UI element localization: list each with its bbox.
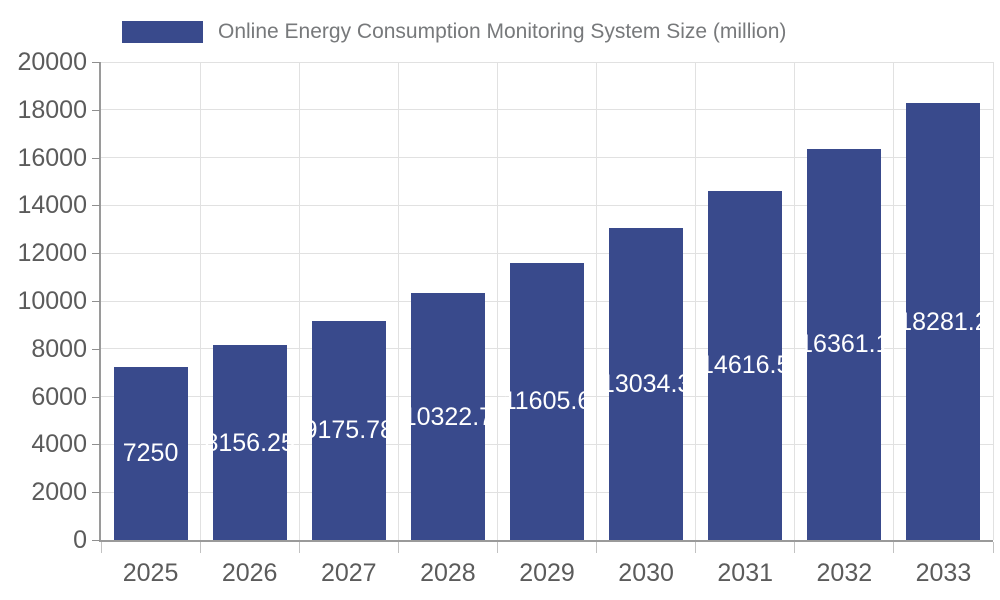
gridline-vertical	[893, 62, 895, 540]
gridline-vertical	[496, 62, 498, 540]
x-axis-tick-label: 2025	[122, 559, 179, 587]
y-axis-tick	[92, 348, 100, 350]
bar-value-label: 13034.3	[600, 370, 692, 399]
x-axis-tick	[298, 542, 300, 553]
y-axis-tick	[92, 109, 100, 111]
x-axis-tick	[199, 542, 201, 553]
bar[interactable]	[212, 345, 287, 540]
x-axis-tick	[100, 542, 102, 553]
gridline-vertical	[199, 62, 201, 540]
legend-swatch	[122, 21, 203, 43]
gridline-vertical	[596, 62, 598, 540]
bar[interactable]	[113, 366, 188, 540]
gridline-horizontal	[101, 157, 993, 159]
x-axis-tick-label: 2032	[816, 559, 873, 587]
y-axis-tick-label: 18000	[17, 95, 87, 124]
bar-value-label: 7250	[122, 439, 179, 468]
bar-value-label: 14616.5	[700, 351, 791, 380]
x-axis-tick	[496, 542, 498, 553]
y-axis-tick-label: 10000	[17, 287, 87, 315]
x-axis-tick-label: 2031	[717, 559, 774, 587]
legend[interactable]: Online Energy Consumption Monitoring Sys…	[122, 17, 786, 47]
x-axis-tick-label: 2030	[618, 559, 674, 587]
y-axis-tick	[92, 253, 100, 255]
gridline-horizontal	[101, 109, 993, 111]
y-axis-tick-label: 4000	[31, 430, 87, 459]
gridline-horizontal	[101, 204, 993, 206]
bar[interactable]	[807, 148, 882, 540]
x-axis-tick	[794, 542, 796, 553]
y-axis-tick-label: 20000	[17, 48, 87, 76]
x-axis-tick-label: 2026	[221, 559, 278, 587]
gridline-vertical	[397, 62, 399, 540]
x-axis-tick	[596, 542, 598, 553]
bar[interactable]	[510, 262, 584, 540]
y-axis-tick	[92, 205, 100, 207]
x-axis-tick-label: 2028	[420, 559, 476, 587]
bar-value-label: 11605.6	[502, 387, 592, 416]
y-axis-tick-label: 14000	[17, 191, 87, 220]
x-axis-tick-label: 2033	[915, 559, 972, 587]
y-axis-tick	[92, 444, 100, 446]
x-axis-tick	[695, 542, 697, 553]
y-axis-tick-label: 8000	[31, 334, 87, 363]
bar-value-label: 8156.25	[204, 428, 295, 457]
y-axis-tick-label: 12000	[17, 239, 87, 268]
y-axis-line	[99, 62, 101, 542]
y-axis-tick-label: 2000	[31, 478, 87, 507]
gridline-vertical	[298, 62, 300, 540]
bar-value-label: 18281.2	[898, 307, 989, 336]
y-axis-tick	[92, 492, 100, 494]
y-axis-tick	[92, 157, 100, 159]
bar-value-label: 10322.7	[402, 402, 494, 431]
y-axis-tick-label: 16000	[17, 143, 87, 172]
legend-label: Online Energy Consumption Monitoring Sys…	[218, 20, 787, 43]
y-axis-tick-label: 6000	[31, 382, 87, 411]
y-axis-tick	[92, 396, 100, 398]
plot-area: 7250 8156.25 9175.78 10322.7 11605.6 13034.3 1…	[101, 61, 994, 540]
y-axis-tick	[92, 301, 100, 302]
bar[interactable]	[609, 228, 684, 540]
gridline-vertical	[992, 62, 994, 540]
gridline-horizontal	[101, 61, 993, 63]
y-axis-tick	[92, 62, 100, 63]
y-axis-tick	[92, 540, 100, 541]
gridline-vertical	[695, 62, 697, 540]
x-axis-tick-label: 2029	[519, 559, 575, 587]
bar[interactable]	[311, 320, 386, 540]
bar[interactable]	[708, 190, 783, 540]
gridline-vertical	[794, 62, 796, 540]
x-axis-line	[101, 540, 993, 542]
bar[interactable]	[906, 103, 981, 540]
bar-value-label: 16361.1	[799, 330, 890, 359]
bar-value-label: 9175.78	[303, 416, 394, 445]
x-axis-tick	[992, 542, 994, 553]
x-axis-tick-label: 2027	[320, 559, 377, 587]
y-axis-tick-label: 0	[73, 526, 87, 554]
x-axis-tick	[893, 542, 895, 553]
gridline-horizontal	[101, 252, 993, 254]
x-axis-tick	[397, 542, 399, 553]
bar[interactable]	[410, 293, 485, 540]
